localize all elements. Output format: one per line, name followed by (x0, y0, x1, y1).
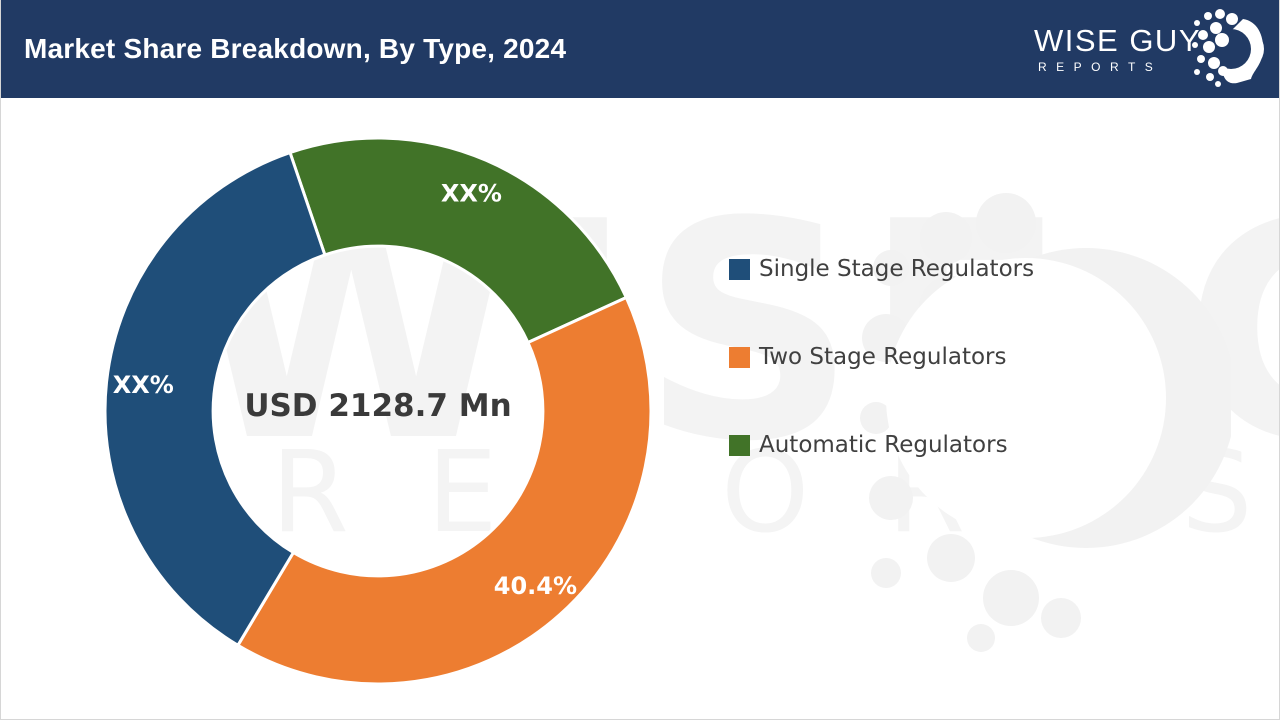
donut-center-value: USD 2128.7 Mn (244, 388, 512, 424)
legend-swatch-icon (729, 434, 750, 456)
logo-face-icon (1192, 9, 1264, 87)
legend-label: Two Stage Regulators (759, 344, 1007, 370)
segment-label-two-stage-regulators: 40.4% (494, 572, 577, 600)
segment-label-single-stage-regulators: XX% (113, 371, 174, 399)
legend-item-single-stage-regulators: Single Stage Regulators (729, 256, 1034, 282)
donut-segment-automatic-regulators (288, 136, 628, 344)
donut-segment-two-stage-regulators (236, 296, 653, 686)
segment-label-automatic-regulators: XX% (441, 179, 502, 207)
legend-swatch-icon (729, 346, 750, 368)
logo-line1: WISE GUY (1033, 22, 1201, 58)
header: Market Share Breakdown, By Type, 2024 WI… (1, 0, 1279, 98)
legend-swatch-icon (729, 258, 750, 280)
legend-item-automatic-regulators: Automatic Regulators (729, 432, 1034, 458)
logo-line2: REPORTS (1037, 59, 1163, 74)
page-title: Market Share Breakdown, By Type, 2024 (24, 33, 567, 64)
legend-item-two-stage-regulators: Two Stage Regulators (729, 344, 1034, 370)
logo-wordmark: WISE GUY REPORTS (1033, 22, 1201, 74)
legend: Single Stage Regulators Two Stage Regulat… (729, 256, 1034, 458)
legend-label: Single Stage Regulators (759, 256, 1035, 282)
chart-area: WISE GUY REPORTS XX%40.4%XX% USD 2128.7 … (1, 98, 1279, 718)
legend-label: Automatic Regulators (759, 432, 1008, 458)
wiseguy-logo: WISE GUY REPORTS (1034, 7, 1265, 91)
